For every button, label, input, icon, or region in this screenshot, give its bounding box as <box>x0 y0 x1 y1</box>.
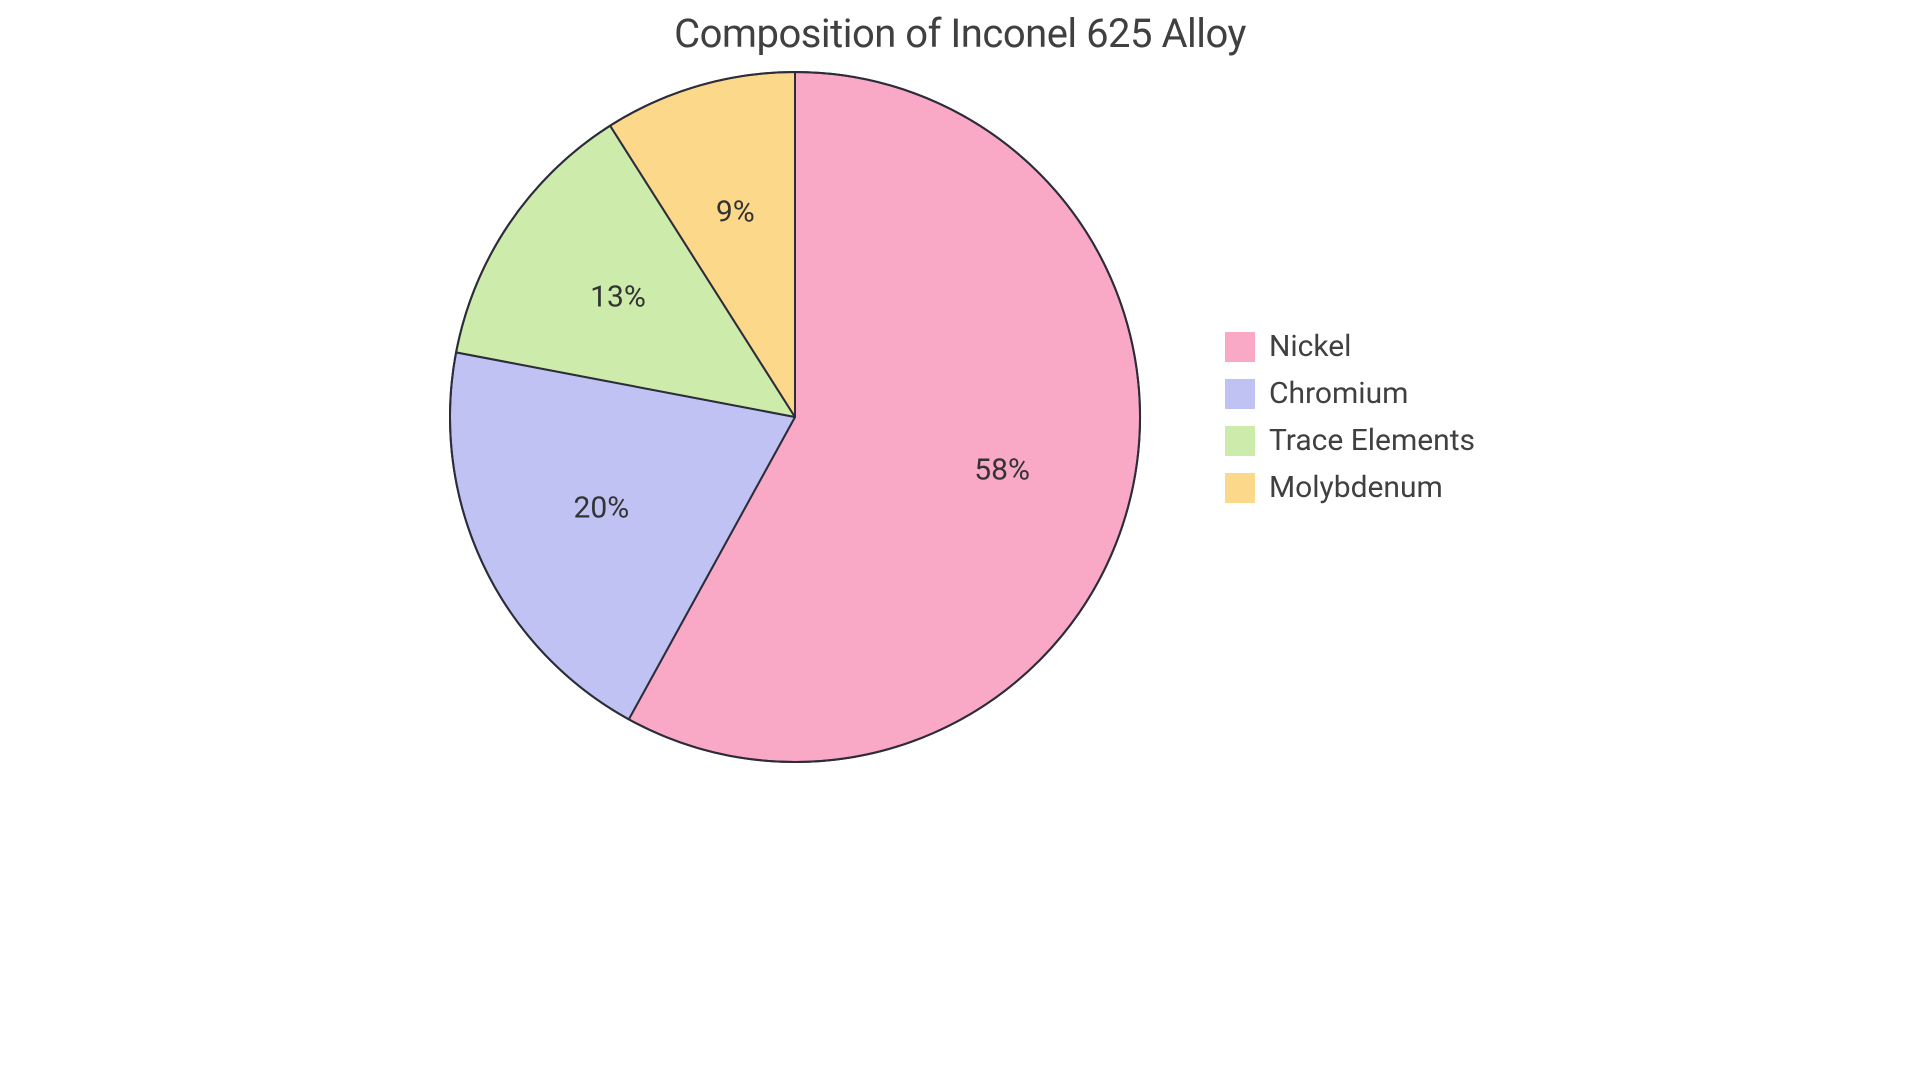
slice-label-chromium: 20% <box>574 491 630 526</box>
chart-title: Composition of Inconel 625 Alloy <box>220 10 1700 57</box>
legend-item-molybdenum: Molybdenum <box>1225 470 1475 505</box>
slice-label-nickel: 58% <box>974 453 1030 488</box>
slice-label-molybdenum: 9% <box>716 194 755 229</box>
legend-label: Trace Elements <box>1269 423 1475 458</box>
legend-label: Molybdenum <box>1269 470 1443 505</box>
pie-chart: 58% 20% 13% 9% <box>445 67 1145 767</box>
legend-swatch <box>1225 473 1255 503</box>
legend-label: Chromium <box>1269 376 1408 411</box>
legend-swatch <box>1225 379 1255 409</box>
legend-swatch <box>1225 426 1255 456</box>
legend-item-trace-elements: Trace Elements <box>1225 423 1475 458</box>
pie-svg <box>445 67 1145 767</box>
legend-swatch <box>1225 332 1255 362</box>
chart-container: Composition of Inconel 625 Alloy 58% 20% 1… <box>220 10 1700 767</box>
legend-item-chromium: Chromium <box>1225 376 1475 411</box>
legend: Nickel Chromium Trace Elements Molybdenum <box>1225 329 1475 505</box>
legend-label: Nickel <box>1269 329 1352 364</box>
legend-item-nickel: Nickel <box>1225 329 1475 364</box>
slice-label-trace-elements: 13% <box>590 279 646 314</box>
chart-body: 58% 20% 13% 9% Nickel Chromium Trace Elements… <box>220 67 1700 767</box>
